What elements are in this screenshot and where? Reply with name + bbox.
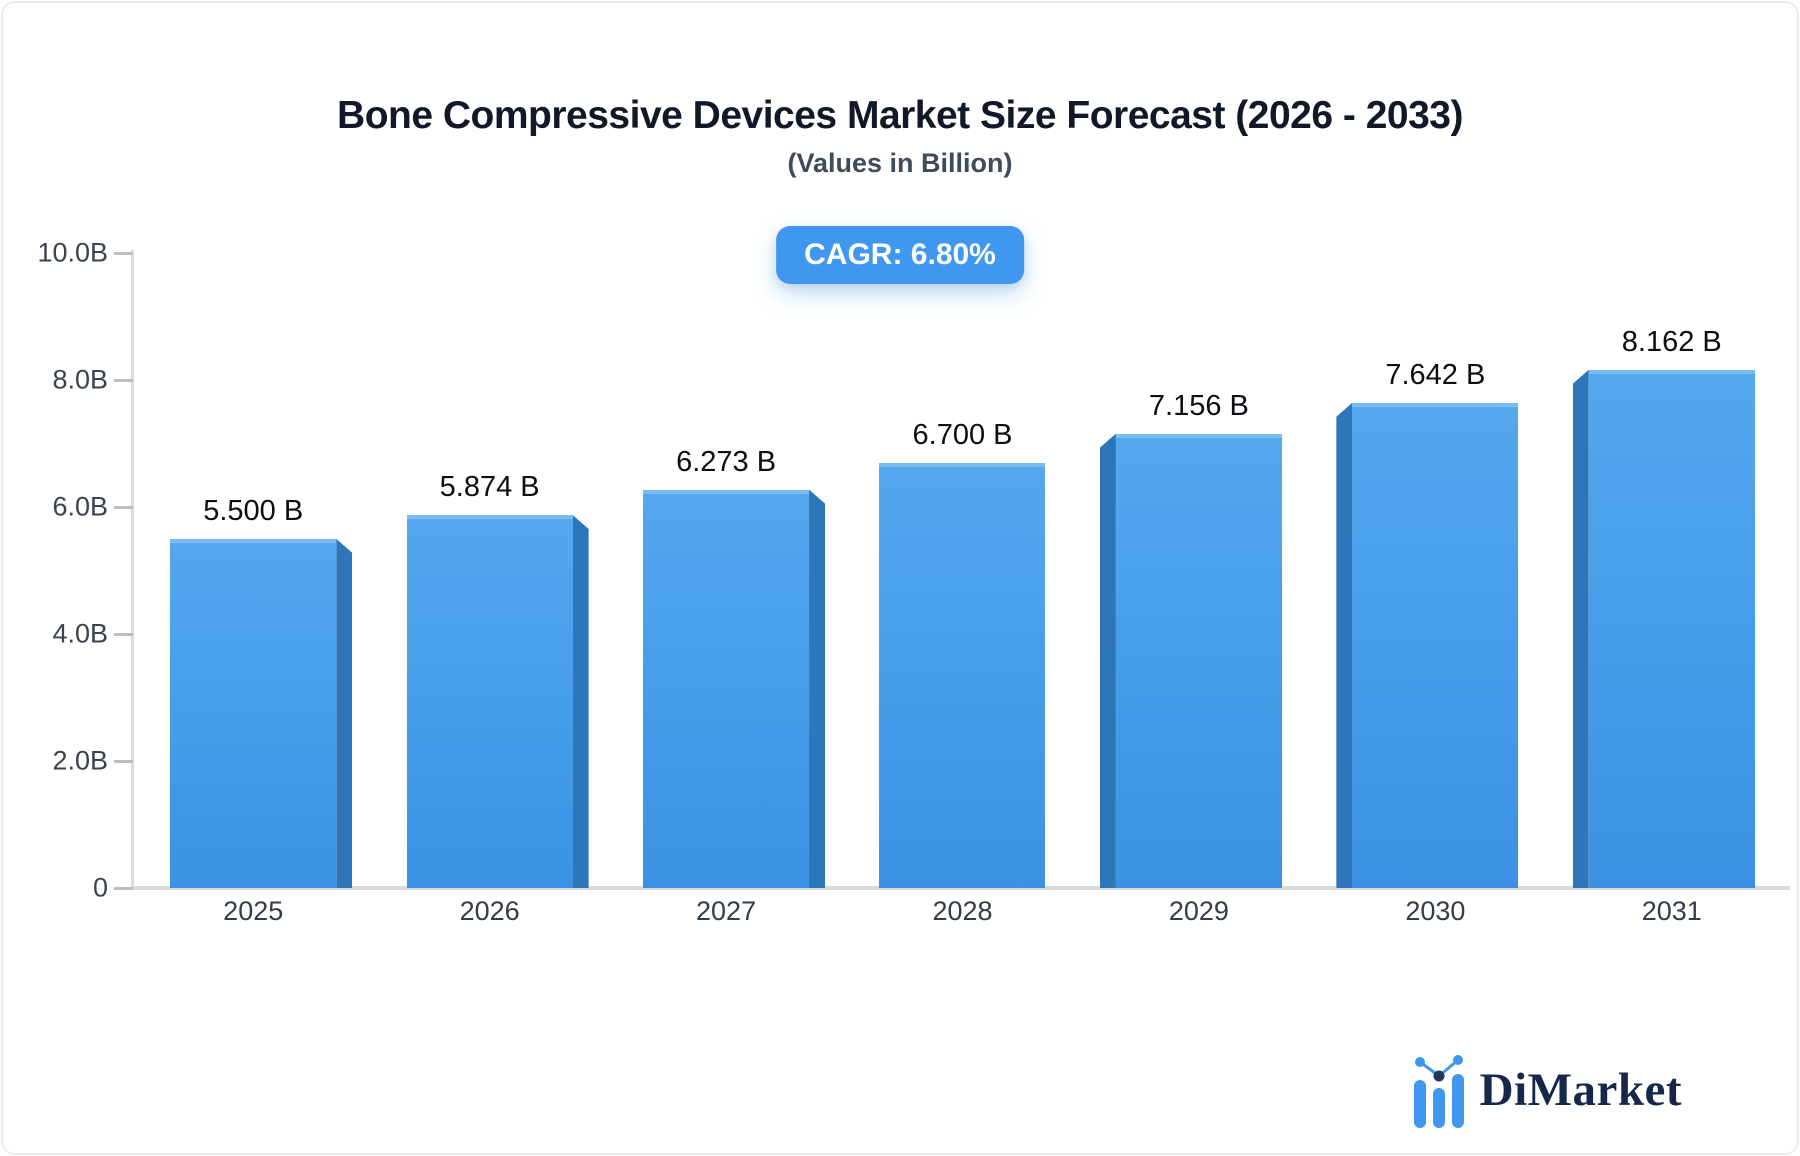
bar-value-label: 5.874 B [439,471,540,503]
x-axis-tick-label: 2028 [932,896,993,926]
dimarket-logo-icon [1413,1055,1464,1128]
x-axis-tick-label: 2026 [459,896,520,926]
dimarket-logo-text: DiMarket [1479,1064,1682,1116]
x-axis-tick-label: 2029 [1168,896,1229,926]
y-axis-tick-mark [114,251,133,255]
y-axis-line [131,250,134,888]
bar-group-2028 [844,253,1080,888]
bar-side-face [1572,369,1589,888]
y-axis-tick-mark [114,886,133,890]
y-axis-tick-mark [114,759,133,763]
bar-2025 [170,538,337,888]
y-axis-tick-mark [114,505,133,509]
x-axis-tick-label: 2030 [1405,896,1466,926]
chart-title: Bone Compressive Devices Market Size For… [337,94,1463,137]
y-axis-tick-label: 2.0B [52,745,108,776]
bar-value-label: 6.273 B [676,445,777,478]
x-axis-tick-label: 2031 [1641,896,1702,926]
x-axis-tick-label: 2027 [696,896,757,926]
bar-2028 [879,462,1046,888]
bar-side-face [336,538,353,888]
dimarket-logo: DiMarket [1412,1052,1682,1128]
bar-value-label: 7.156 B [1148,389,1249,422]
bar-side-face [1099,433,1116,888]
bar-side-face [1336,402,1353,888]
bar-group-2030 [1317,253,1553,888]
y-axis-tick-label: 10.0B [37,237,108,268]
y-axis-tick-label: 8.0B [52,364,108,395]
bar-side-face [572,515,589,888]
cagr-badge: CAGR: 6.80% [776,226,1024,284]
bar-2030 [1352,402,1519,888]
bar-2029 [1115,433,1282,888]
bar-group-2026 [371,253,607,888]
bar-2031 [1588,369,1755,888]
chart-subtitle: (Values in Billion) [787,148,1013,178]
bar-side-face [809,489,826,888]
bar-group-2031 [1554,253,1790,888]
y-axis-tick-label: 6.0B [52,491,108,522]
bar-group-2025 [135,253,371,888]
y-axis-tick-mark [114,632,133,636]
bar-value-label: 6.700 B [912,418,1013,451]
bar-group-2027 [608,253,844,888]
x-axis-tick-label: 2025 [223,896,284,926]
bar-value-label: 7.642 B [1385,358,1486,391]
bar-2026 [406,515,573,888]
bar-value-label: 8.162 B [1621,325,1722,358]
y-axis-tick-label: 4.0B [52,618,108,649]
x-axis-line [131,886,1790,890]
bar-group-2029 [1081,253,1317,888]
bar-2027 [643,489,810,888]
y-axis-tick-label: 0 [92,872,108,903]
bar-value-label: 5.500 B [203,494,304,527]
y-axis-tick-mark [114,378,133,382]
